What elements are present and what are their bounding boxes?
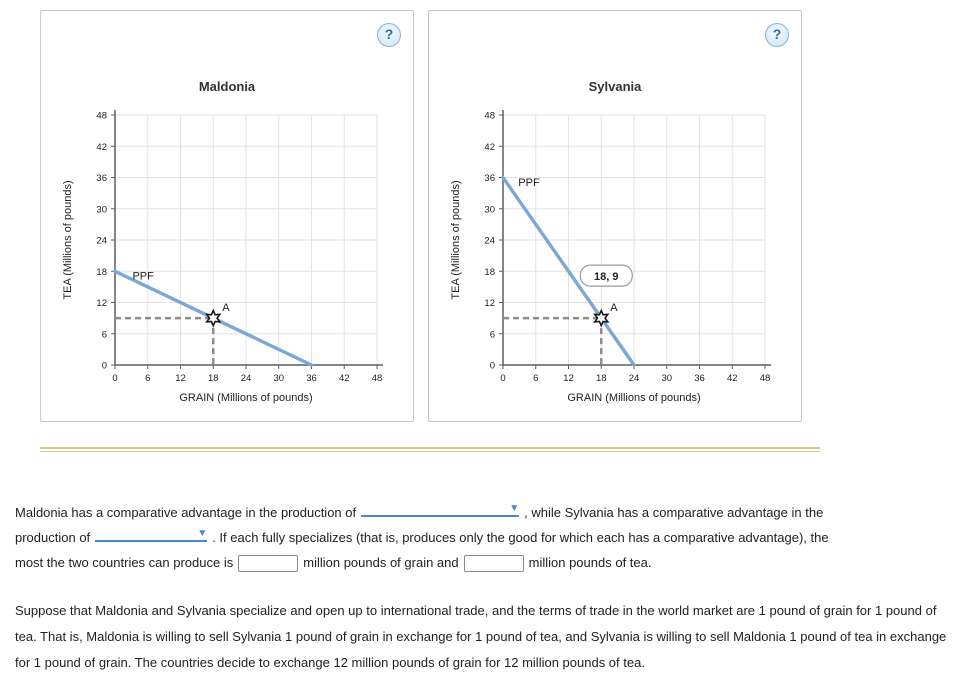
x-axis-title: GRAIN (Millions of pounds) [179, 392, 312, 404]
maldonia-chart-title: Maldonia [198, 79, 256, 94]
sylvania-chart-title: Sylvania [588, 79, 642, 94]
y-tick-label: 18 [96, 267, 107, 278]
y-tick-label: 24 [484, 236, 495, 247]
question-text: most the two countries can produce is [15, 555, 234, 570]
ppf-label: PPF [518, 177, 540, 189]
question-line-3: most the two countries can produce is mil… [15, 550, 960, 575]
x-tick-label: 0 [500, 373, 505, 384]
trade-scenario-paragraph: Suppose that Maldonia and Sylvania speci… [15, 603, 947, 670]
point-a-marker[interactable] [593, 308, 610, 328]
sylvania-panel: ? Sylvania 0 6 12 18 24 30 36 42 48 0 6 12 18 24 30 36 4… [428, 10, 802, 422]
x-tick-label: 24 [241, 373, 252, 384]
sylvania-chart: 0 6 12 18 24 30 36 42 48 0 6 12 18 24 30 36 42 48 GRAIN (M… [450, 110, 771, 404]
y-tick-label: 6 [102, 329, 107, 340]
y-axis-title: TEA (Millions of pounds) [62, 180, 74, 299]
maldonia-advantage-dropdown[interactable]: ▼ [361, 500, 520, 517]
question-text: . If each fully specializes (that is, pr… [212, 530, 829, 545]
x-tick-label: 18 [208, 373, 219, 384]
coordinate-tooltip-text: 18, 9 [594, 271, 618, 283]
question-text: million pounds of tea. [528, 555, 652, 570]
x-tick-label: 12 [563, 373, 574, 384]
y-tick-label: 0 [490, 361, 495, 372]
x-tick-label: 30 [661, 373, 672, 384]
x-tick-label: 0 [112, 373, 117, 384]
x-tick-label: 42 [339, 373, 350, 384]
x-tick-label: 36 [306, 373, 317, 384]
chevron-down-icon: ▼ [197, 528, 208, 539]
y-tick-label: 18 [484, 267, 495, 278]
y-tick-label: 48 [484, 111, 495, 122]
coordinate-tooltip [579, 264, 633, 287]
ppf-label: PPF [132, 271, 154, 283]
maldonia-chart: 0 6 12 18 24 30 36 42 48 0 6 12 18 24 30 36 42 48 GRAIN (M… [62, 110, 383, 404]
point-a-marker[interactable] [205, 308, 222, 328]
help-icon[interactable]: ? [765, 23, 789, 47]
y-tick-label: 12 [484, 298, 495, 309]
chevron-down-icon: ▼ [509, 503, 520, 514]
y-tick-label: 24 [96, 236, 107, 247]
y-tick-label: 36 [96, 173, 107, 184]
x-tick-label: 6 [145, 373, 150, 384]
section-divider [40, 447, 820, 452]
sylvania-advantage-dropdown[interactable]: ▼ [95, 525, 208, 542]
x-tick-label: 48 [372, 373, 383, 384]
help-icon[interactable]: ? [377, 23, 401, 47]
x-tick-label: 12 [175, 373, 186, 384]
grain-amount-input[interactable] [238, 555, 299, 573]
point-a-label: A [610, 302, 618, 314]
y-tick-label: 42 [484, 142, 495, 153]
question-text: , while Sylvania has a comparative advan… [524, 505, 824, 520]
question-block: Maldonia has a comparative advantage in … [15, 500, 960, 575]
x-tick-label: 48 [760, 373, 771, 384]
question-text: million pounds of grain and [303, 555, 459, 570]
ppf-line [501, 175, 636, 367]
question-line-1: Maldonia has a comparative advantage in … [15, 500, 960, 525]
maldonia-panel: ? Maldonia 0 6 12 18 24 30 36 42 48 0 6 12 18 24 30 36 4… [40, 10, 414, 422]
point-a-label: A [222, 302, 230, 314]
x-tick-label: 30 [273, 373, 284, 384]
y-tick-label: 12 [96, 298, 107, 309]
y-tick-label: 30 [484, 204, 495, 215]
y-tick-label: 6 [490, 329, 495, 340]
question-text: production of [15, 530, 91, 545]
x-tick-label: 6 [533, 373, 538, 384]
question-line-2: production of ▼ . If each fully specialize… [15, 525, 960, 550]
y-tick-label: 42 [96, 142, 107, 153]
x-axis-title: GRAIN (Millions of pounds) [567, 392, 700, 404]
y-tick-label: 0 [102, 361, 107, 372]
x-tick-label: 42 [727, 373, 738, 384]
y-tick-label: 30 [96, 204, 107, 215]
tea-amount-input[interactable] [463, 555, 524, 573]
x-tick-label: 18 [596, 373, 607, 384]
question-text: Maldonia has a comparative advantage in … [15, 505, 357, 520]
x-tick-label: 36 [694, 373, 705, 384]
x-tick-label: 24 [629, 373, 640, 384]
y-tick-label: 36 [484, 173, 495, 184]
y-tick-label: 48 [96, 111, 107, 122]
y-axis-title: TEA (Millions of pounds) [450, 180, 462, 299]
